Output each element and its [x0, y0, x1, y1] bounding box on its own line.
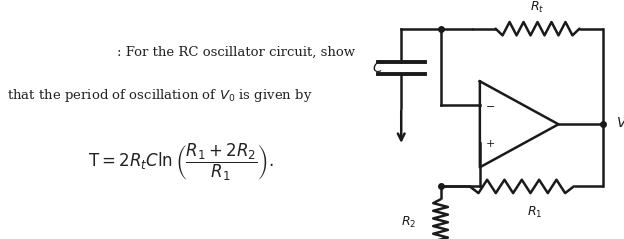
Text: $-$: $-$ — [485, 100, 495, 110]
Text: $R_1$: $R_1$ — [527, 205, 543, 220]
Text: $R_t$: $R_t$ — [530, 0, 545, 15]
Text: $V_o$: $V_o$ — [616, 116, 624, 132]
Text: : For the RC oscillator circuit, show: : For the RC oscillator circuit, show — [117, 46, 354, 59]
Text: that the period of oscillation of $V_0$ is given by: that the period of oscillation of $V_0$ … — [7, 87, 313, 104]
Text: $R_2$: $R_2$ — [401, 215, 417, 230]
Text: $C$: $C$ — [372, 61, 384, 75]
Text: $+$: $+$ — [485, 138, 495, 149]
Text: $\mathrm{T} = 2R_tC\ln\left(\dfrac{R_1 + 2R_2}{R_1}\right).$: $\mathrm{T} = 2R_tC\ln\left(\dfrac{R_1 +… — [88, 142, 274, 183]
